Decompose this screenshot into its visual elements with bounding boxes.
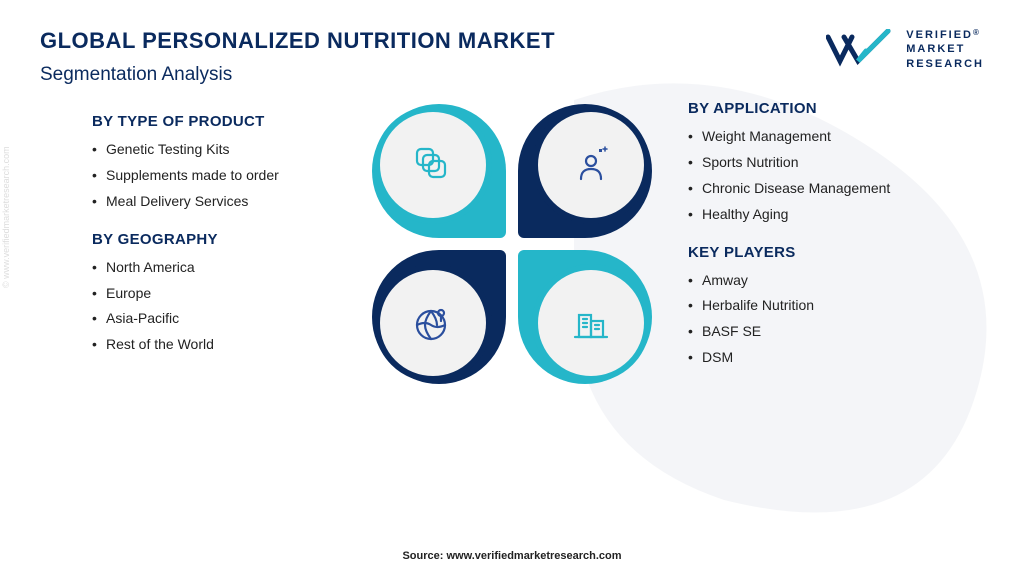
list-item: Supplements made to order [92,166,362,185]
content: BY TYPE OF PRODUCT Genetic Testing Kits … [0,90,1024,397]
list-item: Sports Nutrition [688,153,932,172]
segment-list: North America Europe Asia-Pacific Rest o… [92,258,362,355]
petal-inner [538,112,644,218]
list-item: North America [92,258,362,277]
list-item: Rest of the World [92,335,362,354]
list-item: Amway [688,271,932,290]
petal-top-right [518,104,652,238]
petal-inner [538,270,644,376]
segment-type-of-product: BY TYPE OF PRODUCT Genetic Testing Kits … [92,113,362,211]
list-item: BASF SE [688,322,932,341]
list-item: DSM [688,348,932,367]
center-petals [372,104,652,384]
petal-bottom-right [518,250,652,384]
segment-key-players: KEY PLAYERS Amway Herbalife Nutrition BA… [688,244,932,368]
segment-geography: BY GEOGRAPHY North America Europe Asia-P… [92,231,362,355]
globe-icon [411,301,455,345]
list-item: Herbalife Nutrition [688,296,932,315]
segment-list: Amway Herbalife Nutrition BASF SE DSM [688,271,932,368]
segment-list: Genetic Testing Kits Supplements made to… [92,140,362,211]
segment-title: BY TYPE OF PRODUCT [92,113,362,130]
layers-icon [411,143,455,187]
left-column: BY TYPE OF PRODUCT Genetic Testing Kits … [92,113,372,374]
segment-list: Weight Management Sports Nutrition Chron… [688,127,932,224]
buildings-icon [569,301,613,345]
title-block: GLOBAL PERSONALIZED NUTRITION MARKET Seg… [40,28,555,86]
petal-inner [380,270,486,376]
list-item: Meal Delivery Services [92,192,362,211]
page-title: GLOBAL PERSONALIZED NUTRITION MARKET [40,28,555,54]
page-subtitle: Segmentation Analysis [40,64,555,86]
segment-application: BY APPLICATION Weight Management Sports … [688,100,932,224]
list-item: Chronic Disease Management [688,179,932,198]
right-column: BY APPLICATION Weight Management Sports … [652,100,932,387]
petal-top-left [372,104,506,238]
list-item: Asia-Pacific [92,309,362,328]
segment-title: BY GEOGRAPHY [92,231,362,248]
list-item: Europe [92,284,362,303]
segment-title: BY APPLICATION [688,100,932,117]
source-text: Source: www.verifiedmarketresearch.com [0,550,1024,562]
petal-inner [380,112,486,218]
list-item: Weight Management [688,127,932,146]
person-icon [569,143,613,187]
list-item: Genetic Testing Kits [92,140,362,159]
petal-bottom-left [372,250,506,384]
segment-title: KEY PLAYERS [688,244,932,261]
list-item: Healthy Aging [688,205,932,224]
